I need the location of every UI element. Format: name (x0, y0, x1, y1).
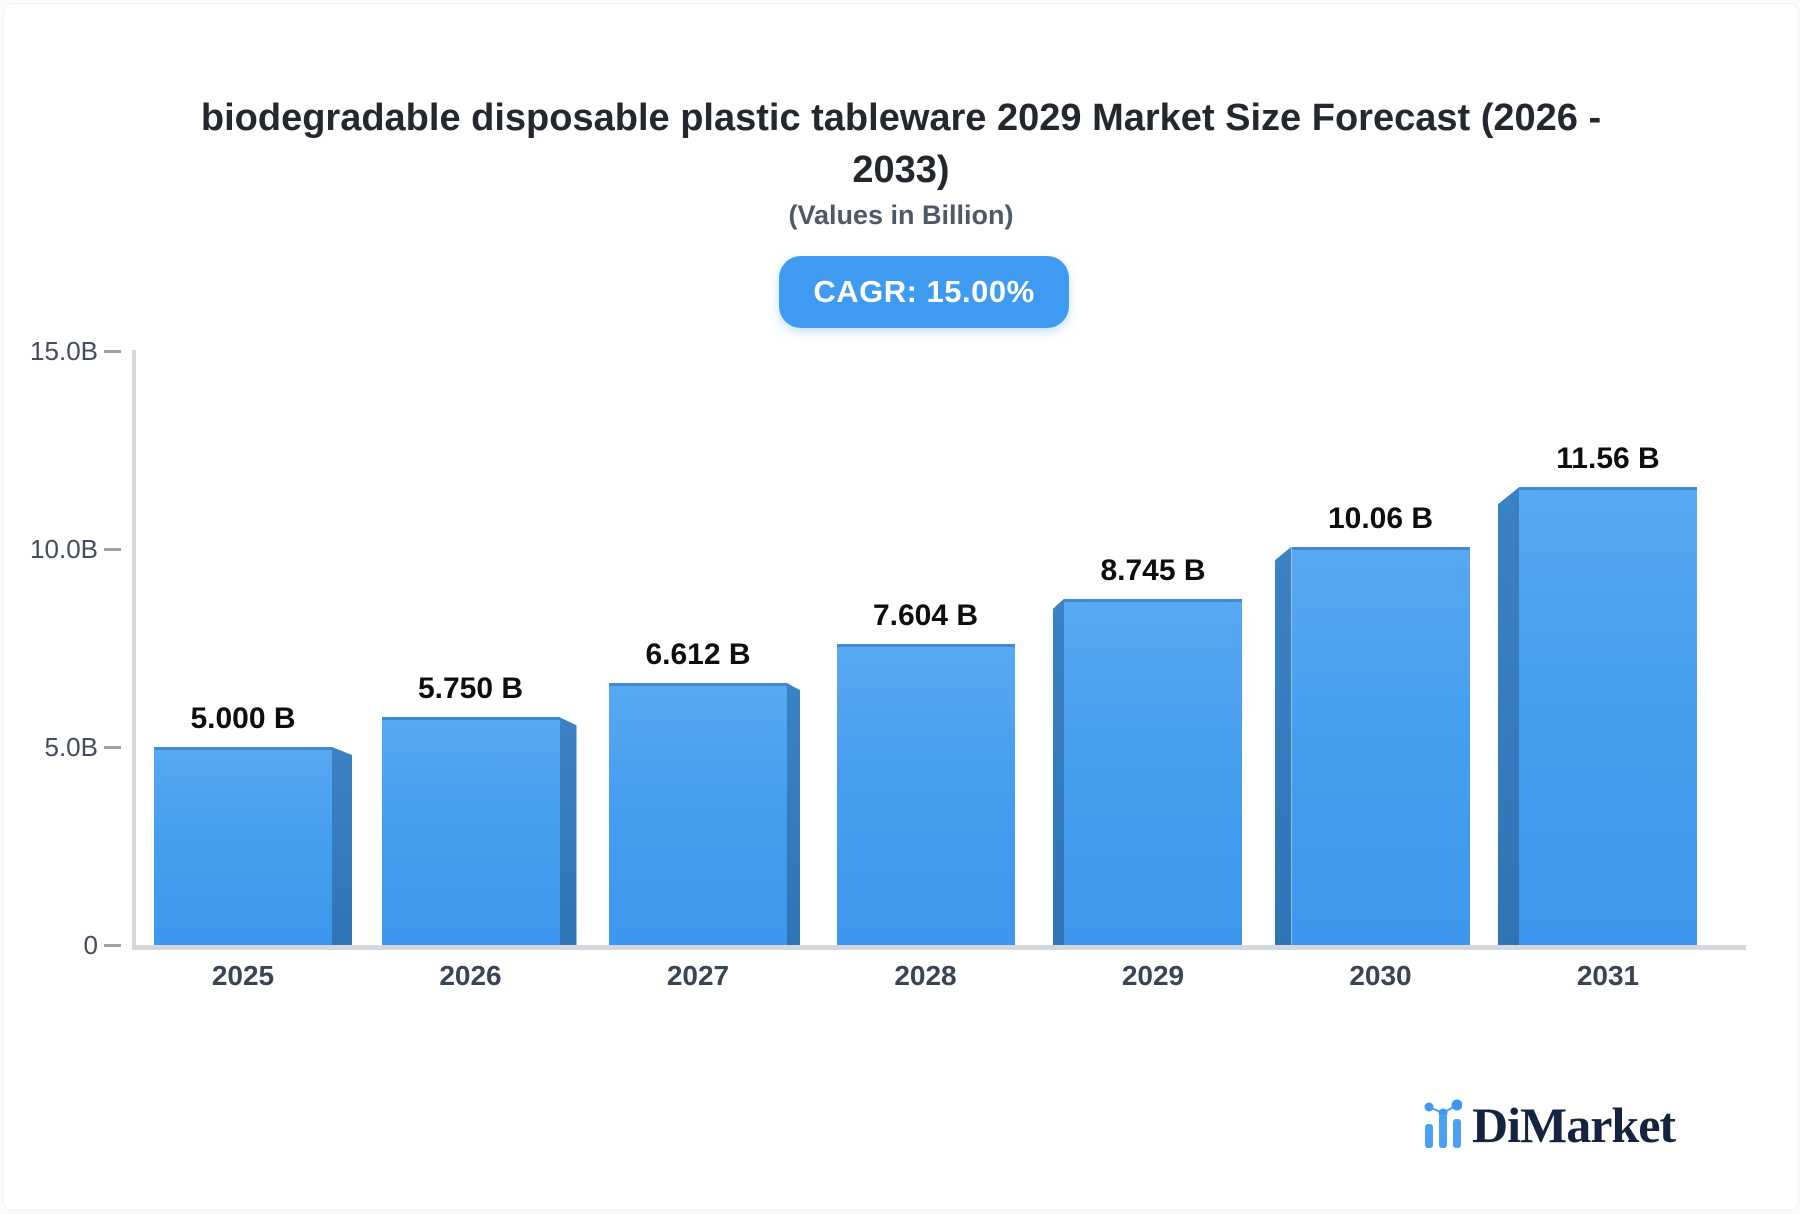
chart-title: biodegradable disposable plastic tablewa… (200, 97, 1602, 191)
bar-value-label: 7.604 B (872, 598, 979, 632)
y-tick-label: 5.0B (44, 732, 99, 762)
bar (1291, 546, 1470, 945)
bar-value-label: 10.06 B (1327, 501, 1434, 535)
bar-3d-side (332, 747, 352, 945)
y-tick-mark (104, 548, 121, 551)
bar-value-label: 5.000 B (190, 702, 296, 735)
brand-logo: DiMarket (1424, 1097, 1676, 1153)
y-axis-line (132, 350, 136, 945)
chart-subtitle: (Values in Billion) (788, 200, 1014, 230)
x-axis-category-label: 2028 (894, 960, 957, 991)
bar (609, 683, 787, 945)
x-axis-category-label: 2029 (1121, 960, 1185, 991)
y-tick-label: 10.0B (30, 534, 98, 564)
x-axis-category-label: 2025 (211, 960, 275, 991)
x-axis-category-label: 2026 (439, 960, 502, 991)
y-tick-mark (104, 746, 121, 749)
y-tick-label: 15.0B (30, 336, 98, 366)
bar-value-label: 5.750 B (417, 672, 524, 706)
bar-chart-logo-icon (1424, 1099, 1462, 1148)
y-tick-mark (104, 944, 121, 947)
bar-3d-side (787, 683, 800, 945)
bar-3d-side (1274, 546, 1292, 945)
brand-name: DiMarket (1472, 1097, 1676, 1153)
x-axis-category-label: 2030 (1349, 960, 1412, 991)
bar-value-label: 11.56 B (1556, 442, 1660, 476)
cagr-badge: CAGR: 15.00% (779, 256, 1069, 328)
y-tick-label: 0 (83, 930, 98, 960)
bar-3d-side (559, 717, 577, 945)
x-axis-category-label: 2031 (1576, 960, 1640, 991)
bar-3d-side (1498, 487, 1519, 945)
x-axis-category-label: 2027 (666, 960, 730, 991)
bar (381, 717, 560, 945)
bar (154, 747, 332, 945)
chart-card: biodegradable disposable plastic tablewa… (3, 3, 1799, 1211)
bar (1064, 598, 1242, 945)
bar-3d-side (1053, 598, 1064, 945)
bar-value-label: 6.612 B (645, 638, 751, 672)
x-axis-baseline (132, 945, 1746, 950)
y-tick-mark (104, 350, 121, 353)
bar (836, 643, 1015, 945)
bar (1519, 487, 1697, 945)
bar-value-label: 8.745 B (1100, 553, 1206, 587)
